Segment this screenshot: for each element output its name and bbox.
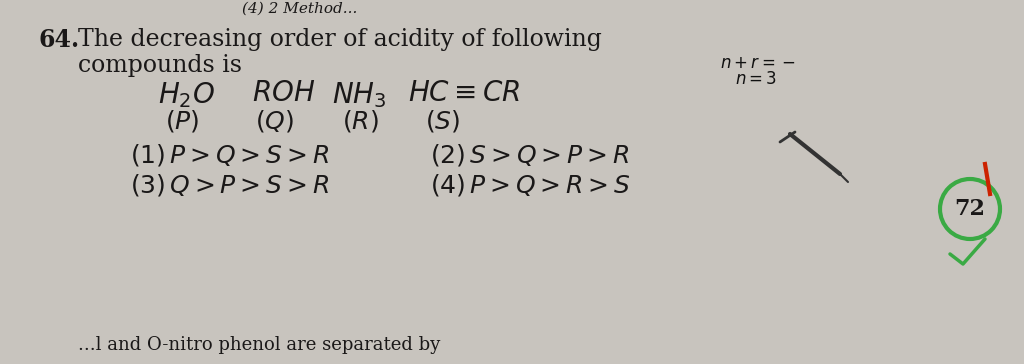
Text: 64.: 64. [38, 28, 79, 52]
Text: $ROH$: $ROH$ [252, 80, 315, 107]
Text: $HC\equiv CR$: $HC\equiv CR$ [408, 80, 520, 107]
Text: $(R)$: $(R)$ [342, 108, 379, 134]
Text: $(3)\,Q>P>S>R$: $(3)\,Q>P>S>R$ [130, 172, 329, 198]
Text: compounds is: compounds is [78, 54, 242, 77]
Text: $n+r=-$: $n+r=-$ [720, 54, 796, 72]
Text: 72: 72 [954, 198, 985, 220]
Text: $(1)\,P>Q>S>R$: $(1)\,P>Q>S>R$ [130, 142, 329, 168]
Text: $(4)\,P>Q>R>S$: $(4)\,P>Q>R>S$ [430, 172, 631, 198]
Text: $(2)\,S>Q>P>R$: $(2)\,S>Q>P>R$ [430, 142, 629, 168]
Text: $(Q)$: $(Q)$ [255, 108, 294, 134]
Text: $NH_3$: $NH_3$ [332, 80, 386, 110]
Text: $n=3$: $n=3$ [735, 70, 777, 88]
Text: $H_2O$: $H_2O$ [158, 80, 215, 110]
Text: $(P)$: $(P)$ [165, 108, 200, 134]
Text: $(S)$: $(S)$ [425, 108, 460, 134]
Text: (4) 2 Method...: (4) 2 Method... [243, 2, 357, 16]
Text: The decreasing order of acidity of following: The decreasing order of acidity of follo… [78, 28, 602, 51]
Text: ...l and O-nitro phenol are separated by: ...l and O-nitro phenol are separated by [78, 336, 440, 354]
